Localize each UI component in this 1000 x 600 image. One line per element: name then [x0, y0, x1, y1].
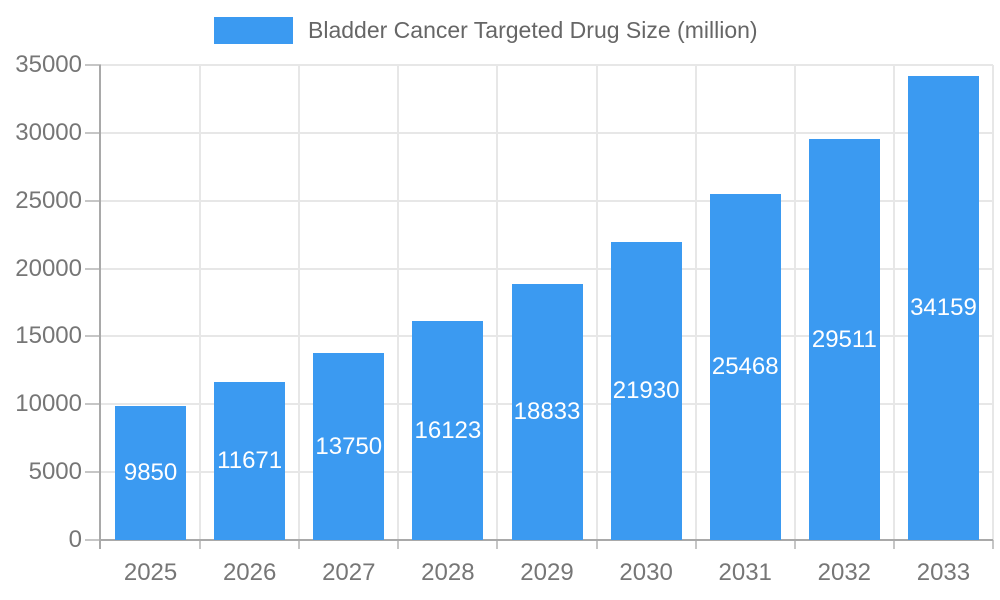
- x-tick-label: 2029: [520, 559, 574, 586]
- bar-value-label: 13750: [315, 432, 383, 460]
- bar-2028: 16123: [412, 321, 484, 540]
- gridline-vertical: [595, 65, 598, 540]
- gridline-vertical: [992, 65, 994, 540]
- y-axis-tick: [85, 131, 101, 134]
- x-tick-label: 2033: [916, 559, 971, 586]
- gridline-vertical: [892, 65, 895, 540]
- gridline-vertical: [397, 65, 400, 540]
- x-tick-label: 2027: [322, 559, 376, 586]
- x-axis-tick: [199, 540, 202, 549]
- x-tick-label: 2032: [817, 559, 872, 586]
- gridline-vertical: [694, 65, 697, 540]
- x-tick-label: 2031: [718, 559, 772, 586]
- gridline-horizontal: [101, 131, 993, 134]
- bar-2026: 11671: [214, 381, 286, 540]
- x-axis-tick: [496, 540, 499, 549]
- x-tick-label: 2025: [123, 559, 178, 586]
- x-axis-tick: [992, 540, 994, 549]
- bar-2025: 9850: [115, 406, 187, 540]
- bar-value-label: 11671: [217, 446, 283, 474]
- y-tick-label: 30000: [15, 118, 82, 146]
- bar-value-label: 34159: [910, 294, 977, 322]
- bar-value-label: 9850: [123, 459, 178, 487]
- bar-2031: 25468: [709, 194, 781, 540]
- y-tick-label: 5000: [28, 458, 82, 486]
- x-axis-tick: [793, 540, 796, 549]
- bar-value-label: 25468: [711, 353, 779, 381]
- bar-2033: 34159: [907, 76, 979, 540]
- x-tick-label: 2030: [619, 559, 673, 586]
- y-tick-label: 15000: [15, 322, 82, 350]
- y-axis-tick: [85, 403, 101, 406]
- y-axis-tick: [85, 64, 101, 66]
- gridline-vertical: [496, 65, 499, 540]
- y-tick-label: 10000: [15, 390, 82, 418]
- y-axis-tick: [85, 335, 101, 338]
- x-axis-tick: [694, 540, 697, 549]
- bar-value-label: 21930: [612, 377, 680, 405]
- gridline-vertical: [298, 65, 301, 540]
- x-axis-tick: [892, 540, 895, 549]
- legend-label: Bladder Cancer Targeted Drug Size (milli…: [308, 17, 758, 43]
- y-tick-label: 25000: [15, 186, 82, 214]
- x-axis-tick: [298, 540, 301, 549]
- y-axis-tick: [85, 267, 101, 270]
- gridline-horizontal: [101, 199, 993, 202]
- gridline-horizontal: [101, 267, 993, 270]
- x-tick-label: 2028: [421, 559, 475, 586]
- bar-2032: 29511: [808, 139, 880, 540]
- gridline-horizontal: [101, 64, 993, 66]
- gridline-vertical: [199, 65, 202, 540]
- x-tick-label: 2026: [222, 559, 277, 586]
- y-axis-line: [99, 65, 101, 549]
- y-axis-tick: [85, 539, 101, 541]
- x-axis-tick: [595, 540, 598, 549]
- bar-value-label: 16123: [414, 416, 482, 444]
- x-axis-line: [99, 539, 993, 541]
- gridline-vertical: [793, 65, 796, 540]
- bar-2029: 18833: [511, 284, 583, 540]
- y-tick-label: 20000: [15, 254, 82, 282]
- bar-value-label: 29511: [811, 325, 877, 353]
- legend[interactable]: Bladder Cancer Targeted Drug Size (milli…: [214, 17, 758, 44]
- bar-value-label: 18833: [513, 398, 581, 426]
- y-tick-label: 0: [68, 526, 82, 553]
- y-axis-tick: [85, 471, 101, 474]
- y-tick-label: 35000: [15, 51, 82, 78]
- x-axis-tick: [397, 540, 400, 549]
- bar-2027: 13750: [313, 353, 385, 540]
- bar-2030: 21930: [610, 242, 682, 540]
- y-axis-tick: [85, 199, 101, 202]
- legend-swatch: [214, 17, 293, 44]
